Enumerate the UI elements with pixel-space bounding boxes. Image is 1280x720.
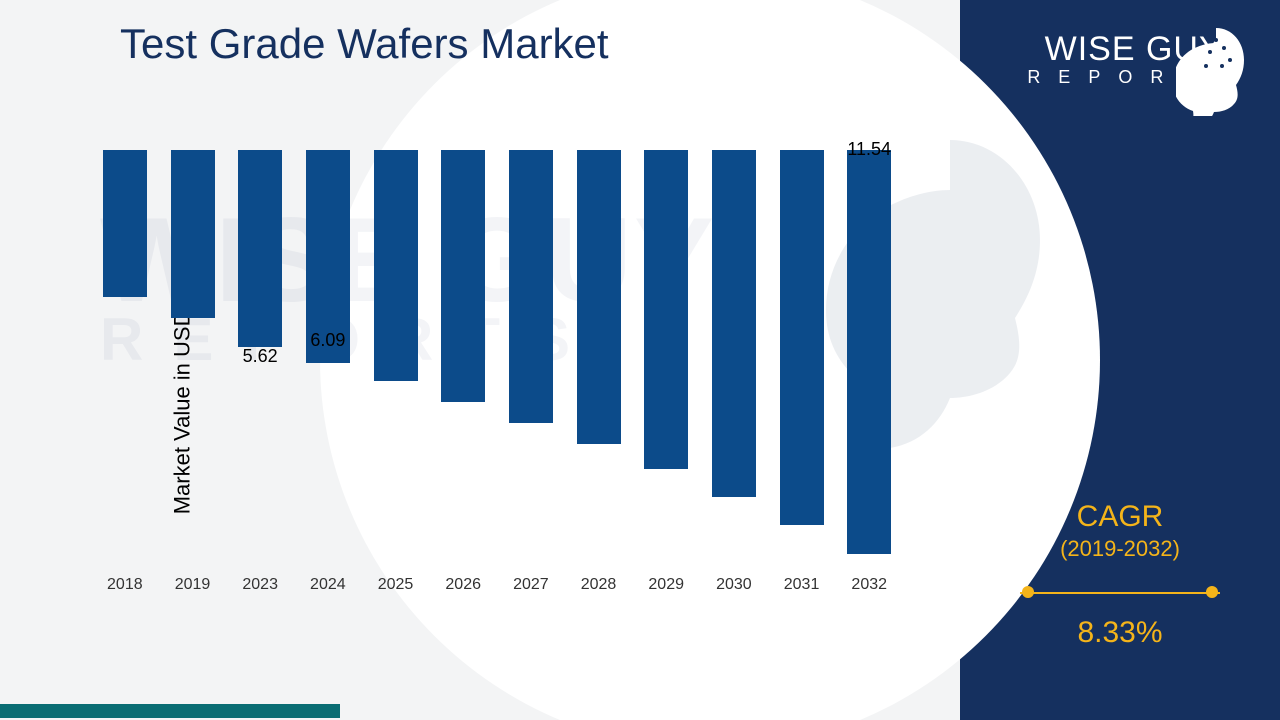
- bar-slot: [166, 150, 220, 570]
- bar-slot: [639, 150, 693, 570]
- bar-slot: [775, 150, 829, 570]
- x-tick-label: 2025: [369, 570, 423, 610]
- bar: [374, 150, 418, 381]
- bar-slot: [98, 150, 152, 570]
- x-tick-label: 2028: [572, 570, 626, 610]
- bar-slot: [369, 150, 423, 570]
- cagr-dot-right: [1206, 586, 1218, 598]
- page-title: Test Grade Wafers Market: [120, 20, 609, 68]
- bar: [644, 150, 688, 469]
- x-tick-label: 2026: [436, 570, 490, 610]
- x-tick-label: 2031: [775, 570, 829, 610]
- bar: [171, 150, 215, 318]
- bar-chart: Market Value in USD Billion 5.626.0911.5…: [80, 150, 900, 610]
- bar: [847, 150, 891, 554]
- x-tick-label: 2024: [301, 570, 355, 610]
- cagr-divider: [1020, 580, 1220, 604]
- accent-strip: [0, 704, 340, 718]
- brand-logo: WISE GUY REPORTS: [1027, 30, 1240, 88]
- x-tick-label: 2030: [707, 570, 761, 610]
- cagr-title: CAGR: [1020, 500, 1220, 534]
- bar: [509, 150, 553, 423]
- bar: [238, 150, 282, 347]
- bar-value-label: 11.54: [847, 139, 891, 160]
- bars-container: 5.62 6.09 11.54: [94, 150, 900, 570]
- bar: [441, 150, 485, 402]
- x-tick-label: 2027: [504, 570, 558, 610]
- cagr-rule: [1020, 592, 1220, 594]
- brand-head-icon: [1176, 26, 1246, 116]
- bar-slot: [504, 150, 558, 570]
- x-tick-label: 2032: [842, 570, 896, 610]
- bar-slot: 11.54: [842, 150, 896, 570]
- plot-area: 5.62 6.09 11.54: [94, 150, 900, 570]
- x-tick-label: 2023: [233, 570, 287, 610]
- bar-value-label: 5.62: [243, 346, 278, 367]
- x-tick-label: 2018: [98, 570, 152, 610]
- x-tick-label: 2029: [639, 570, 693, 610]
- bar-value-label: 6.09: [310, 330, 345, 351]
- bar-slot: 5.62: [233, 150, 287, 570]
- bar-slot: 6.09: [301, 150, 355, 570]
- cagr-dot-left: [1022, 586, 1034, 598]
- bar-slot: [707, 150, 761, 570]
- x-axis-labels: 2018 2019 2023 2024 2025 2026 2027 2028 2029 2030…: [94, 570, 900, 610]
- bar: [577, 150, 621, 444]
- bar: [780, 150, 824, 525]
- bar: [103, 150, 147, 297]
- cagr-value: 8.33%: [1020, 616, 1220, 650]
- bar-slot: [436, 150, 490, 570]
- bar-slot: [572, 150, 626, 570]
- bar: [712, 150, 756, 497]
- x-tick-label: 2019: [166, 570, 220, 610]
- cagr-range: (2019-2032): [1020, 536, 1220, 562]
- infographic-canvas: WISE GUY REPORTS Test Grade Wafers Marke…: [0, 0, 1280, 720]
- cagr-block: CAGR (2019-2032) 8.33%: [1020, 500, 1220, 650]
